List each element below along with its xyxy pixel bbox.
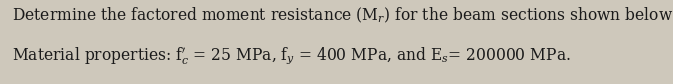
Text: Determine the factored moment resistance (M$_r$) for the beam sections shown bel: Determine the factored moment resistance…: [12, 6, 673, 25]
Text: Material properties: f$_c^{\prime}$ = 25 MPa, f$_y$ = 400 MPa, and E$_s$= 200000: Material properties: f$_c^{\prime}$ = 25…: [12, 45, 571, 66]
